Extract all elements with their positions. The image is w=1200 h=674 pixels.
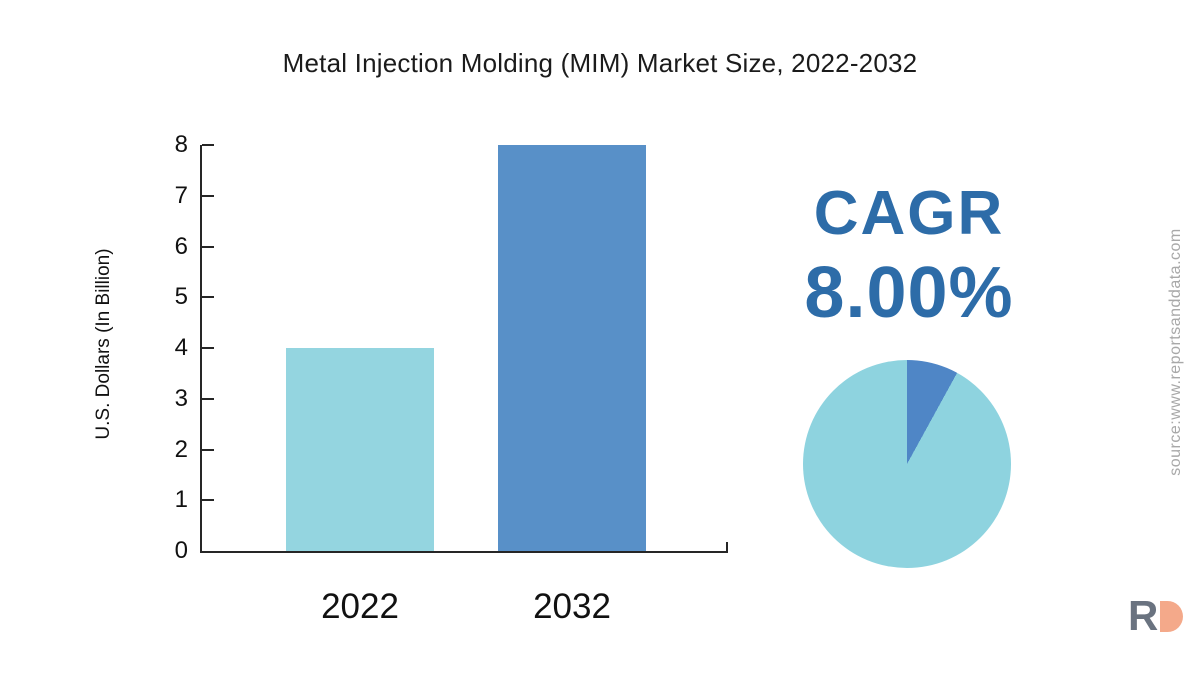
- y-axis-tick: [202, 194, 214, 197]
- y-axis-title: U.S. Dollars (In Billion): [91, 194, 117, 494]
- y-axis-tick-label: 5: [174, 283, 188, 311]
- y-axis-tick-label: 3: [174, 384, 188, 412]
- cagr-label: CAGR: [813, 179, 1005, 248]
- x-axis-label: 2032: [533, 587, 611, 626]
- cagr-pie-chart: [803, 360, 1011, 568]
- bar-2022: [286, 348, 434, 551]
- chart-title: Metal Injection Molding (MIM) Market Siz…: [282, 48, 918, 78]
- x-axis-label: 2022: [321, 587, 399, 626]
- y-axis-tick: [202, 245, 214, 248]
- bar-2032: [498, 145, 646, 551]
- y-axis-tick: [202, 499, 214, 502]
- y-axis-tick-label: 6: [174, 232, 188, 260]
- brand-logo: R: [1128, 592, 1184, 639]
- y-axis-tick-label: 8: [174, 131, 188, 158]
- y-axis-tick-label: 0: [174, 537, 188, 564]
- y-axis-tick: [202, 397, 214, 400]
- logo-letter-d-shape: [1160, 600, 1184, 632]
- bar-plot: 0 1 2 3 4 5 6 7 8 2022 2032: [175, 131, 728, 626]
- y-axis-tick: [202, 144, 214, 146]
- y-axis-tick-label: 2: [174, 435, 188, 463]
- y-axis-tick: [202, 347, 214, 349]
- y-axis-title-text: U.S. Dollars (In Billion): [93, 248, 114, 440]
- y-axis-tick: [202, 448, 214, 451]
- x-axis-end-tick: [726, 542, 728, 551]
- y-axis-tick-label: 4: [174, 334, 188, 361]
- cagr-value: 8.00%: [804, 253, 1014, 333]
- source-watermark: source:www.reportsanddata.com: [1167, 228, 1184, 476]
- y-axis-tick-label: 1: [174, 486, 188, 514]
- logo-letter-r: R: [1128, 592, 1159, 639]
- y-axis-tick-label: 7: [174, 181, 188, 209]
- y-axis-tick: [202, 296, 214, 299]
